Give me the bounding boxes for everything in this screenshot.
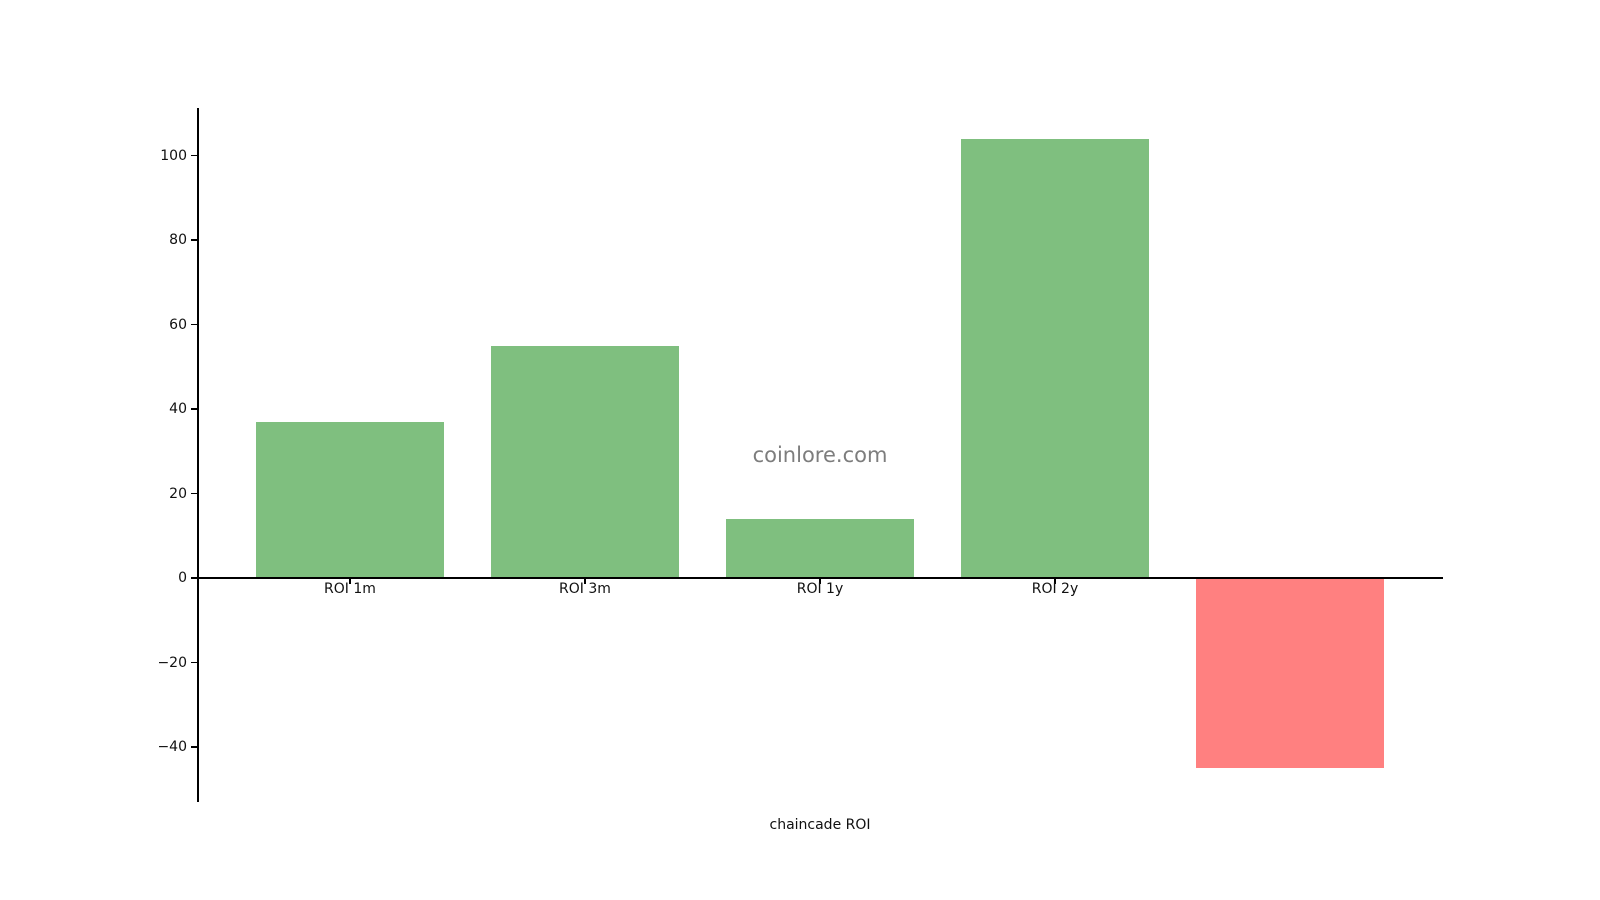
bar-roi-1m (255, 421, 444, 579)
y-axis-tick-label: 0 (178, 570, 187, 587)
y-axis-tick-label: 60 (169, 316, 187, 333)
y-axis-tick (191, 154, 197, 157)
x-axis-zero-line (197, 577, 1443, 579)
y-axis-tick (191, 323, 197, 326)
x-axis-tick (349, 578, 351, 584)
y-axis-tick-label: 80 (169, 232, 187, 249)
x-axis-tick (584, 578, 586, 584)
x-axis-tick-label: ROI 1m (324, 581, 376, 598)
y-axis-tick (191, 746, 197, 748)
x-axis-tick (819, 578, 821, 584)
y-axis-tick (191, 239, 197, 241)
bar-roi-1y (725, 518, 914, 579)
y-axis-tick (191, 492, 197, 495)
bar-roi-3m (490, 345, 679, 579)
y-axis-tick (191, 408, 197, 410)
x-axis-tick-label: ROI 3m (559, 581, 611, 598)
y-axis-tick (191, 577, 197, 579)
x-axis-tick (1054, 578, 1056, 584)
x-axis-title: chaincade ROI (769, 817, 871, 833)
watermark-text: coinlore.com (752, 443, 888, 467)
y-axis-tick-label: 20 (169, 485, 187, 502)
y-axis-tick-label: 40 (169, 401, 187, 418)
y-axis-tick-label: −20 (157, 654, 187, 671)
y-axis-spine (197, 108, 199, 802)
x-axis-tick-label: ROI 2y (1031, 581, 1079, 598)
bar-roi-2y (961, 138, 1149, 579)
y-axis-tick-label: −40 (157, 739, 187, 756)
y-axis-tick (191, 661, 197, 664)
x-axis-tick-label: ROI 1y (796, 581, 844, 598)
bar-bar-5 (1196, 578, 1384, 769)
y-axis-tick-label: 100 (160, 147, 187, 164)
